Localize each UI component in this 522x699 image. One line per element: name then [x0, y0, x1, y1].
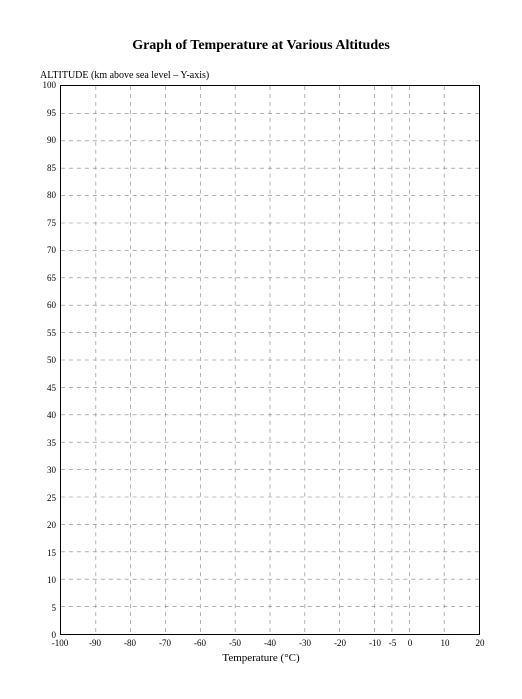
- x-tick-label: -80: [124, 638, 136, 648]
- y-tick-label: 35: [36, 438, 56, 448]
- grid-svg: [61, 86, 479, 634]
- y-tick-label: 10: [36, 575, 56, 585]
- x-tick-label: -90: [89, 638, 101, 648]
- y-tick-label: 85: [36, 163, 56, 173]
- y-tick-label: 60: [36, 300, 56, 310]
- page: Graph of Temperature at Various Altitude…: [0, 0, 522, 699]
- y-tick-label: 30: [36, 465, 56, 475]
- y-tick-label: 25: [36, 493, 56, 503]
- x-tick-label: -60: [194, 638, 206, 648]
- y-tick-label: 45: [36, 383, 56, 393]
- y-tick-label: 5: [36, 603, 56, 613]
- y-tick-label: 95: [36, 108, 56, 118]
- y-tick-label: 65: [36, 273, 56, 283]
- y-tick-label: 90: [36, 135, 56, 145]
- chart-title: Graph of Temperature at Various Altitude…: [0, 38, 522, 54]
- x-tick-label: -50: [229, 638, 241, 648]
- y-tick-label: 75: [36, 218, 56, 228]
- y-tick-label: 100: [36, 80, 56, 90]
- y-tick-label: 15: [36, 548, 56, 558]
- y-tick-label: 80: [36, 190, 56, 200]
- y-tick-label: 50: [36, 355, 56, 365]
- y-axis-label: ALTITUDE (km above sea level – Y-axis): [40, 70, 209, 81]
- y-tick-label: 20: [36, 520, 56, 530]
- x-tick-label: -5: [389, 638, 397, 648]
- x-tick-label: -10: [369, 638, 381, 648]
- y-tick-label: 70: [36, 245, 56, 255]
- x-tick-label: 20: [476, 638, 485, 648]
- x-axis-label: Temperature (°C): [0, 652, 522, 664]
- x-tick-label: -70: [159, 638, 171, 648]
- y-tick-label: 55: [36, 328, 56, 338]
- x-tick-label: -20: [334, 638, 346, 648]
- x-tick-label: -100: [52, 638, 69, 648]
- y-tick-label: 40: [36, 410, 56, 420]
- x-tick-label: 0: [408, 638, 413, 648]
- x-tick-label: -30: [299, 638, 311, 648]
- plot-area: [60, 85, 480, 635]
- x-tick-label: 10: [441, 638, 450, 648]
- x-tick-label: -40: [264, 638, 276, 648]
